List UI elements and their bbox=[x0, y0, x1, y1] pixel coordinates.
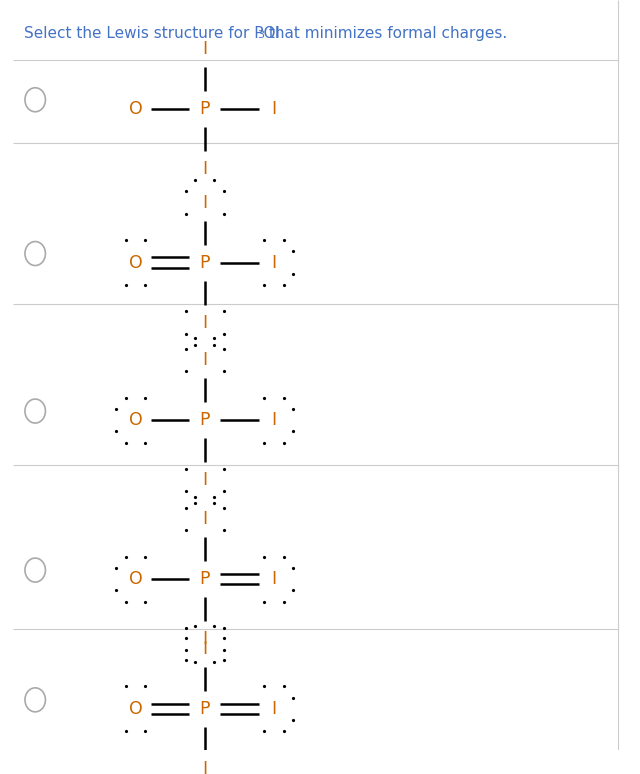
Text: I: I bbox=[202, 351, 207, 369]
Text: P: P bbox=[200, 254, 210, 272]
Text: I: I bbox=[202, 313, 207, 331]
Text: I: I bbox=[202, 760, 207, 774]
Text: I: I bbox=[271, 570, 276, 588]
Text: I: I bbox=[271, 411, 276, 429]
Text: I: I bbox=[271, 254, 276, 272]
Text: P: P bbox=[200, 570, 210, 588]
Text: I: I bbox=[202, 471, 207, 489]
Text: O: O bbox=[129, 570, 143, 588]
Text: that minimizes formal charges.: that minimizes formal charges. bbox=[264, 26, 508, 41]
Text: I: I bbox=[202, 630, 207, 648]
Text: P: P bbox=[200, 100, 210, 118]
Text: O: O bbox=[129, 100, 143, 118]
Text: P: P bbox=[200, 700, 210, 717]
Text: I: I bbox=[202, 159, 207, 178]
Text: I: I bbox=[202, 194, 207, 211]
Text: 3: 3 bbox=[257, 30, 264, 40]
Text: I: I bbox=[202, 510, 207, 528]
Text: Select the Lewis structure for POI: Select the Lewis structure for POI bbox=[24, 26, 280, 41]
Text: P: P bbox=[200, 411, 210, 429]
Text: I: I bbox=[271, 700, 276, 717]
Text: O: O bbox=[129, 411, 143, 429]
Text: O: O bbox=[129, 254, 143, 272]
Text: I: I bbox=[202, 39, 207, 58]
Text: I: I bbox=[202, 640, 207, 658]
Text: I: I bbox=[271, 100, 276, 118]
Text: O: O bbox=[129, 700, 143, 717]
